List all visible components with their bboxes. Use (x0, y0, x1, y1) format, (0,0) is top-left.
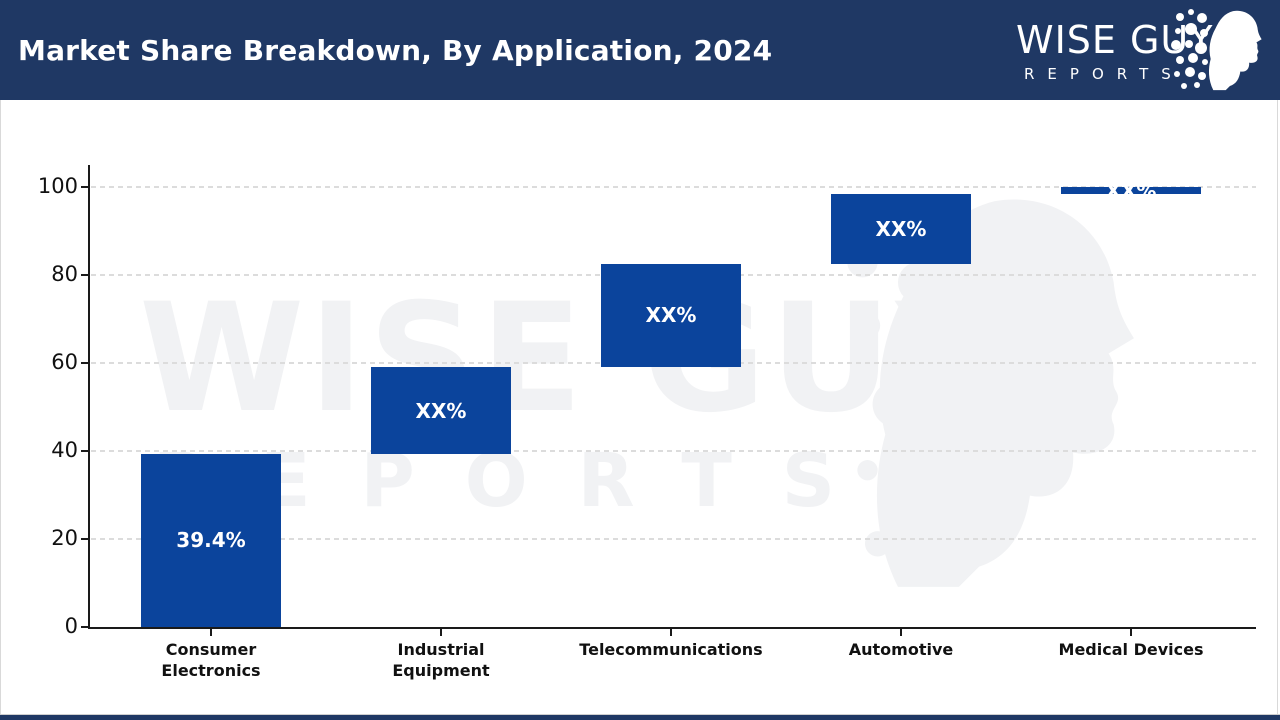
bar-medical-devices: XX% (1061, 181, 1201, 201)
x-tick-label-medical-devices: Medical Devices (1058, 640, 1204, 659)
wise-guy-logo: WISE GUY REPORTS (1008, 5, 1266, 95)
header: Market Share Breakdown, By Application, … (0, 0, 1280, 100)
x-tick-mark-industrial-equipment (440, 629, 442, 636)
bar-automotive: XX% (831, 194, 971, 264)
bar-telecommunications: XX% (601, 263, 741, 368)
footer-bar (0, 714, 1280, 720)
y-axis-line (88, 165, 90, 629)
y-tick-mark-60 (81, 362, 89, 364)
y-tick-mark-80 (81, 274, 89, 276)
y-tick-label-80: 80 (51, 262, 78, 286)
x-tick-label-industrial-equipment: Industrial Equipment (392, 640, 490, 680)
bar-value-label-automotive: XX% (875, 217, 927, 241)
bar-industrial-equipment: XX% (371, 367, 511, 454)
y-tick-mark-20 (81, 538, 89, 540)
y-tick-label-0: 0 (64, 614, 78, 638)
x-tick-mark-automotive (900, 629, 902, 636)
gridline-40 (91, 450, 1256, 452)
y-tick-mark-100 (81, 186, 89, 188)
bar-value-label-medical-devices: XX% (1105, 178, 1157, 203)
logo-graphic: WISE GUY REPORTS (1016, 9, 1262, 91)
y-tick-label-100: 100 (37, 174, 78, 198)
logo-subtext: REPORTS (1024, 65, 1184, 83)
x-tick-label-automotive: Automotive (848, 640, 954, 659)
y-tick-mark-40 (81, 450, 89, 452)
x-tick-mark-consumer-electronics (210, 629, 212, 636)
gridline-20 (91, 538, 1256, 540)
y-tick-label-40: 40 (51, 438, 78, 462)
y-tick-label-20: 20 (51, 526, 78, 550)
x-axis-line (88, 627, 1256, 629)
gridline-100 (91, 186, 1256, 188)
x-tick-label-consumer-electronics: Consumer Electronics (161, 640, 261, 680)
y-tick-mark-0 (81, 626, 89, 628)
x-tick-mark-medical-devices (1130, 629, 1132, 636)
bar-value-label-industrial-equipment: XX% (415, 398, 467, 423)
x-tick-label-telecommunications: Telecommunications (579, 640, 763, 659)
bar-value-label-consumer-electronics: 39.4% (176, 528, 246, 553)
bar-consumer-electronics: 39.4% (141, 453, 281, 627)
y-tick-label-60: 60 (51, 350, 78, 374)
bar-value-label-telecommunications: XX% (645, 303, 697, 328)
logo-face-icon (1171, 9, 1262, 91)
page-title: Market Share Breakdown, By Application, … (18, 33, 773, 67)
logo-wordmark: WISE GUY (1016, 18, 1213, 62)
x-tick-mark-telecommunications (670, 629, 672, 636)
